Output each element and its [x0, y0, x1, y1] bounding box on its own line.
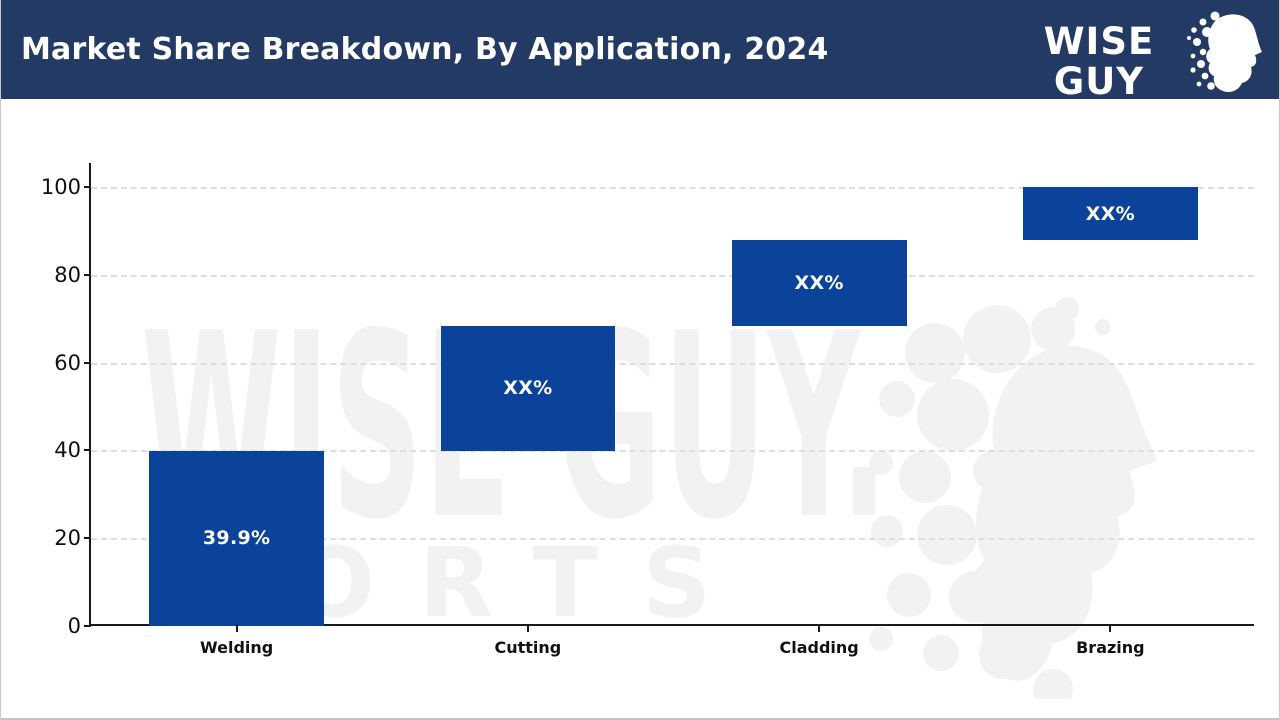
y-tick-mark-20 — [84, 537, 91, 540]
y-tick-label-100: 100 — [40, 175, 81, 200]
y-tick-mark-60 — [84, 361, 91, 364]
bar-value-label-brazing: XX% — [1085, 202, 1135, 225]
y-tick-mark-0 — [84, 625, 91, 627]
logo-subtitle: REPORTS — [1037, 104, 1165, 119]
y-tick-label-80: 80 — [54, 262, 81, 287]
y-tick-label-60: 60 — [54, 350, 81, 375]
logo-wordmark: WISE GUY — [1043, 20, 1155, 103]
bar-value-label-cutting: XX% — [503, 377, 553, 400]
x-tick-mark-cutting — [526, 624, 529, 632]
x-tick-mark-brazing — [1109, 624, 1112, 632]
plot-area: 0 20 40 60 80 100 39.9% Welding XX% Cutting XX% Cla… — [41, 163, 1254, 657]
y-tick-mark-100 — [84, 186, 91, 189]
bar-value-label-welding: 39.9% — [202, 527, 271, 550]
x-tick-label-cladding: Cladding — [779, 638, 859, 657]
page-title: Market Share Breakdown, By Application, … — [21, 32, 829, 67]
gridline-80 — [91, 274, 1254, 277]
y-tick-mark-40 — [84, 449, 91, 452]
y-tick-label-40: 40 — [54, 438, 81, 463]
wiseguy-logo: WISE GUY REPORTS — [1013, 6, 1263, 119]
gridline-60 — [91, 362, 1254, 365]
y-tick-label-0: 0 — [67, 614, 81, 638]
x-tick-mark-welding — [235, 624, 238, 632]
logo-head-icon — [1187, 11, 1262, 93]
gridline-100 — [91, 187, 1254, 190]
bar-value-label-cladding: XX% — [794, 272, 844, 295]
bar-cutting: XX% — [440, 325, 616, 451]
bar-cladding: XX% — [731, 240, 907, 326]
y-tick-label-20: 20 — [54, 526, 81, 551]
x-tick-label-welding: Welding — [200, 638, 274, 657]
gridline-20 — [91, 538, 1254, 541]
bar-welding: 39.9% — [149, 450, 324, 626]
y-tick-mark-80 — [84, 273, 91, 276]
watermark-head-graphic — [869, 297, 1157, 699]
x-tick-label-brazing: Brazing — [1076, 638, 1145, 657]
x-tick-mark-cladding — [818, 624, 821, 632]
bar-brazing: XX% — [1023, 187, 1198, 241]
header: Market Share Breakdown, By Application, … — [1, 0, 1279, 119]
gridline-40 — [91, 450, 1254, 453]
x-tick-label-cutting: Cutting — [494, 638, 562, 657]
